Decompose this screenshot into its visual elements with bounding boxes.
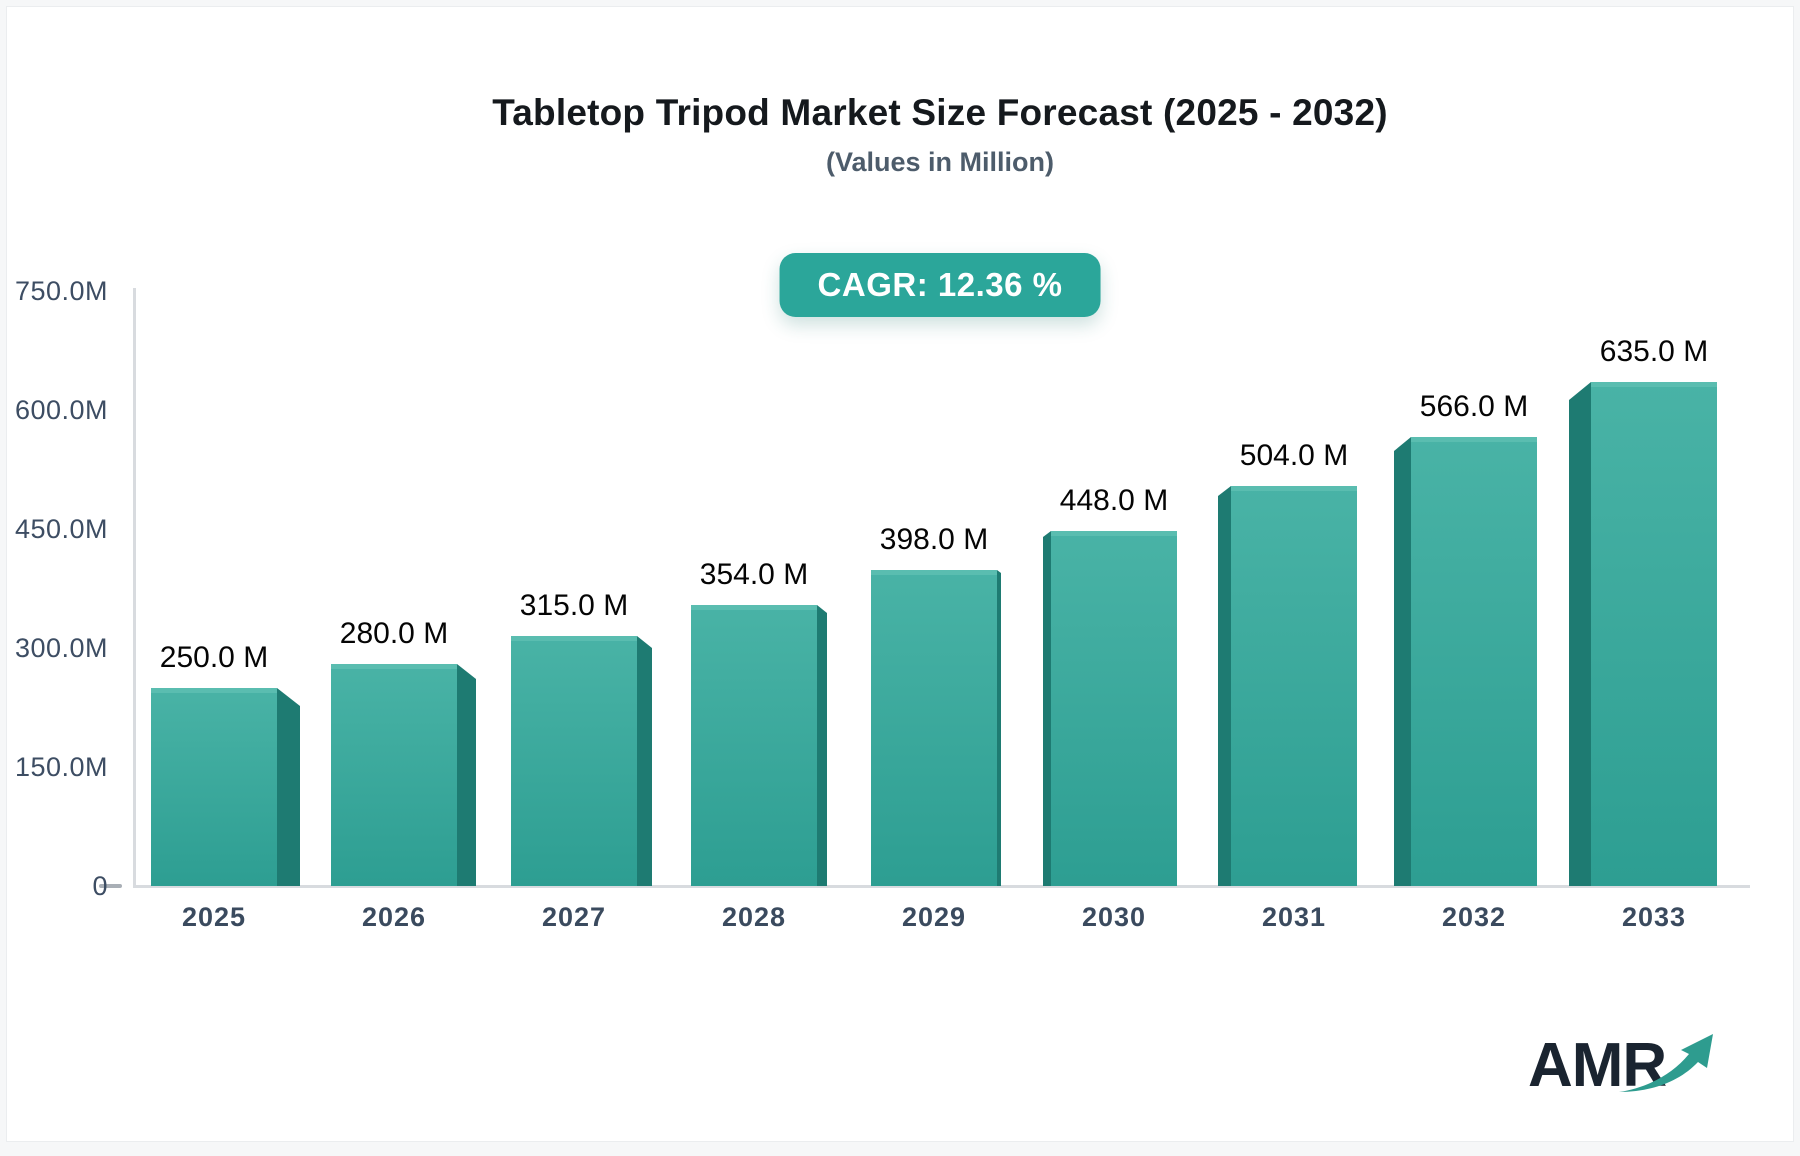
x-axis-tick-label: 2028: [721, 902, 787, 932]
y-axis-tick-label: 150.0M: [14, 752, 108, 782]
bar-3d-side: [1569, 382, 1591, 886]
chart-subtitle: (Values in Million): [825, 147, 1055, 177]
y-axis-tick-label: 0: [92, 871, 108, 901]
y-axis-tick-label: 750.0M: [14, 276, 108, 307]
y-axis-tick-label: 450.0M: [14, 514, 108, 544]
bar-value-label: 250.0 M: [159, 641, 269, 674]
bar-2030: [1051, 531, 1177, 886]
bar-top-cap: [1591, 382, 1717, 387]
x-axis-tick-label: 2026: [361, 902, 427, 932]
bar-value-label: 504.0 M: [1239, 439, 1349, 472]
cagr-badge: CAGR: 12.36 %: [779, 253, 1101, 317]
bar-3d-side: [457, 664, 476, 886]
bar-top-cap: [511, 636, 637, 641]
bar-3d-side: [1394, 437, 1411, 886]
amr-logo: AMR: [1528, 1030, 1718, 1100]
x-axis-tick-label: 2029: [901, 902, 967, 932]
bar-top-cap: [151, 688, 277, 693]
bar-top-cap: [1051, 531, 1177, 536]
bar-2032: [1411, 437, 1537, 886]
y-axis-tick-label: 300.0M: [14, 633, 108, 663]
bar-top-cap: [1231, 486, 1357, 491]
bar-top-cap: [331, 664, 457, 669]
bar-value-label: 448.0 M: [1059, 484, 1169, 517]
y-axis-line: [133, 288, 136, 887]
bar-2025: [151, 688, 277, 886]
bar-2026: [331, 664, 457, 886]
bar-top-cap: [1411, 437, 1537, 442]
chart-title: Tabletop Tripod Market Size Forecast (20…: [492, 92, 1388, 133]
bar-value-label: 315.0 M: [519, 589, 629, 622]
bar-2033: [1591, 382, 1717, 886]
bar-2031: [1231, 486, 1357, 886]
x-axis-tick-label: 2030: [1081, 902, 1147, 932]
bar-value-label: 354.0 M: [699, 558, 809, 591]
x-axis-baseline: [133, 885, 1750, 888]
x-axis-tick-label: 2025: [181, 902, 247, 932]
bar-3d-side: [1218, 486, 1231, 886]
bar-3d-side: [277, 688, 300, 886]
bar-top-cap: [871, 570, 997, 575]
y-axis-tick-label: 600.0M: [14, 395, 108, 426]
x-axis-tick-label: 2033: [1621, 902, 1687, 932]
zero-tick-mark: [99, 884, 122, 888]
bar-value-label: 398.0 M: [879, 523, 989, 556]
bar-3d-side: [997, 570, 1001, 886]
bar-2029: [871, 570, 997, 886]
x-axis-tick-label: 2027: [541, 902, 607, 932]
bar-3d-side: [1043, 531, 1051, 886]
bar-3d-side: [817, 605, 827, 886]
amr-logo-arrow-icon: [1619, 1034, 1713, 1092]
x-axis-tick-label: 2031: [1261, 902, 1327, 932]
bar-value-label: 280.0 M: [339, 617, 449, 650]
bar-top-cap: [691, 605, 817, 610]
bar-value-label: 566.0 M: [1419, 390, 1529, 423]
bar-3d-side: [637, 636, 652, 886]
bar-value-label: 635.0 M: [1599, 335, 1709, 368]
bar-2027: [511, 636, 637, 886]
bar-2028: [691, 605, 817, 886]
x-axis-tick-label: 2032: [1441, 902, 1507, 932]
